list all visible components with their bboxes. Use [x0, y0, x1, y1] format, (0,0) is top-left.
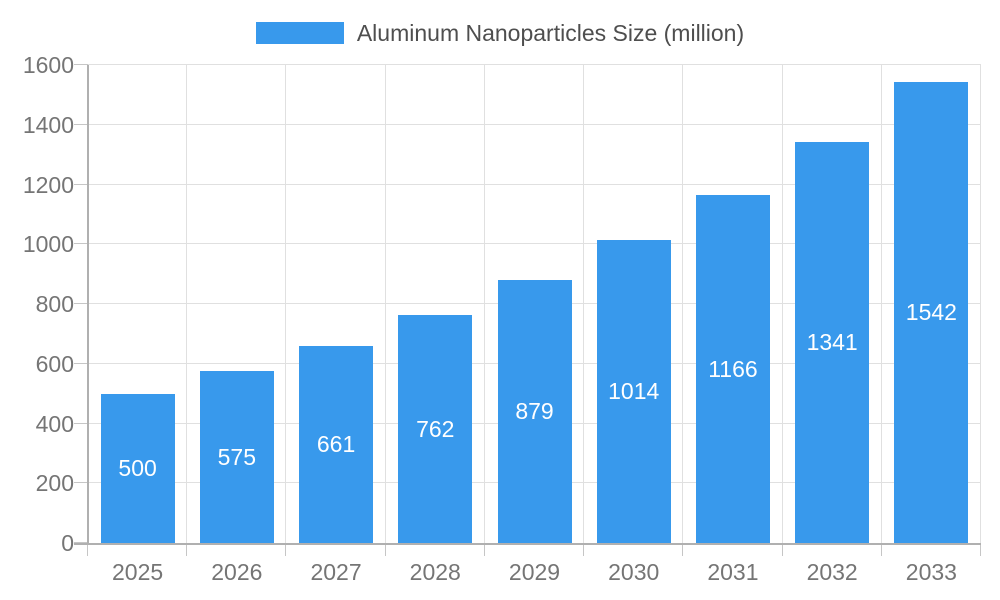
vertical-gridline [186, 65, 188, 543]
chart-legend[interactable]: Aluminum Nanoparticles Size (million) [0, 18, 1000, 48]
bar-value-label: 1166 [708, 355, 758, 382]
x-tick [880, 543, 882, 556]
bar[interactable]: 575 [199, 371, 274, 543]
y-tick [74, 542, 88, 543]
bar[interactable]: 661 [299, 346, 374, 543]
x-tick [583, 543, 585, 556]
bar-value-label: 500 [118, 455, 157, 481]
x-tick [781, 543, 783, 556]
y-axis-line [87, 65, 89, 543]
vertical-gridline [285, 65, 287, 543]
bar[interactable]: 1341 [795, 142, 870, 543]
x-tick [980, 543, 981, 556]
x-tick-label: 2027 [310, 559, 362, 585]
vertical-gridline [583, 65, 585, 543]
bar[interactable]: 1014 [596, 240, 671, 543]
x-tick-label: 2029 [508, 559, 561, 585]
x-tick-label: 2031 [707, 559, 759, 585]
x-axis-line [74, 543, 981, 545]
x-tick [384, 543, 386, 556]
y-tick [74, 422, 88, 424]
x-tick-label: 2030 [608, 559, 660, 585]
vertical-gridline [483, 65, 485, 543]
bar[interactable]: 1166 [695, 195, 770, 543]
y-tick-label: 1600 [22, 52, 74, 78]
horizontal-gridline [88, 243, 981, 245]
y-tick [74, 303, 88, 304]
x-tick-label: 2028 [409, 559, 461, 585]
y-tick [74, 362, 88, 364]
vertical-gridline [384, 65, 386, 543]
y-tick-label: 1400 [22, 111, 74, 138]
x-tick [682, 543, 684, 556]
y-tick-label: 1000 [22, 231, 74, 258]
bar[interactable]: 1542 [894, 82, 969, 543]
x-tick-label: 2032 [806, 559, 858, 585]
bar-value-label: 879 [515, 398, 554, 424]
bar-value-label: 1542 [905, 299, 957, 325]
bar-value-label: 1341 [806, 329, 858, 355]
plot-area: 500 575 661 762 879 1014 1166 1341 1542 [88, 64, 981, 543]
bar[interactable]: 762 [398, 315, 473, 543]
y-tick [74, 482, 88, 484]
bar[interactable]: 500 [100, 394, 175, 543]
bar-value-label: 661 [316, 431, 356, 457]
y-tick [74, 64, 88, 65]
bar-value-label: 575 [217, 443, 257, 470]
bar-value-label: 762 [416, 415, 455, 442]
bar-value-label: 1014 [608, 378, 660, 404]
y-tick [74, 243, 88, 245]
vertical-gridline [682, 65, 684, 543]
horizontal-gridline [88, 183, 981, 185]
vertical-gridline [781, 65, 783, 543]
x-tick [285, 543, 287, 556]
legend-swatch-icon [255, 22, 344, 44]
y-tick-label: 600 [35, 350, 74, 377]
x-tick-label: 2033 [905, 559, 957, 585]
x-tick-label: 2026 [211, 559, 263, 585]
vertical-gridline [980, 65, 981, 543]
y-tick-label: 0 [61, 530, 74, 556]
horizontal-gridline [88, 123, 981, 125]
bar[interactable]: 879 [497, 280, 572, 543]
x-tick [483, 543, 485, 556]
x-tick-label: 2025 [112, 559, 164, 585]
legend-label: Aluminum Nanoparticles Size (million) [356, 20, 745, 46]
y-tick-label: 200 [35, 470, 74, 497]
y-tick-label: 400 [35, 410, 74, 437]
x-tick [87, 543, 88, 556]
horizontal-gridline [88, 64, 981, 65]
y-tick-label: 1200 [22, 171, 74, 198]
vertical-gridline [880, 65, 882, 543]
y-tick [74, 123, 88, 125]
x-tick [186, 543, 188, 556]
y-tick-label: 800 [35, 291, 74, 317]
y-tick [74, 183, 88, 185]
